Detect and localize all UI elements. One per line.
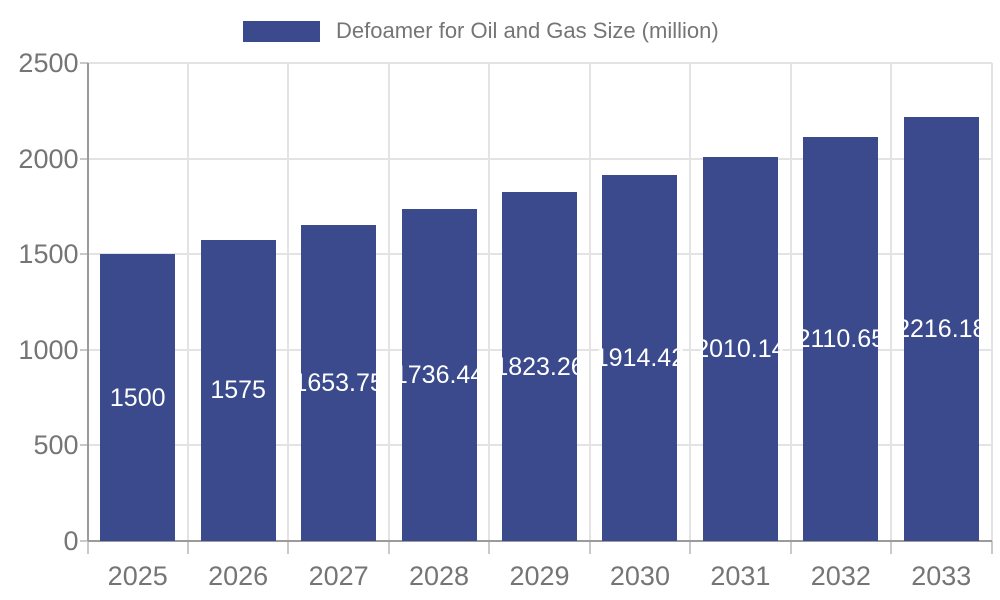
y-axis-label: 0 [63,526,79,556]
bar-value-label: 2010.14 [695,334,786,363]
legend-swatch [243,20,320,42]
x-axis-tick [186,541,189,554]
x-axis-tick [588,541,591,554]
x-axis-tick [789,541,792,554]
x-axis-label: 2027 [308,561,369,591]
y-axis-label: 2000 [18,143,79,174]
x-axis-tick [387,541,390,554]
gridline-vertical [990,63,993,541]
gridline-vertical [186,63,189,541]
x-axis-label: 2029 [509,561,570,591]
gridline-horizontal [87,157,992,160]
bar [301,224,377,541]
x-axis-label: 2031 [710,561,771,591]
x-axis-tick [890,541,893,554]
x-axis-label: 2030 [609,561,670,591]
y-axis-label: 1500 [18,239,79,270]
y-axis-tick [79,62,88,64]
bar [903,117,979,541]
x-axis-tick [488,541,491,554]
bar [100,254,176,541]
gridline-vertical [387,63,390,541]
bar [502,192,577,541]
bar-value-label: 1653.75 [293,368,384,397]
bar-value-label: 2110.65 [796,325,886,354]
x-axis-line [87,540,992,542]
bar-value-label: 1575 [210,376,266,405]
x-axis-label: 2025 [107,561,168,591]
bar [401,208,477,541]
bar [602,174,678,541]
legend-item[interactable]: Defoamer for Oil and Gas Size (million) [243,17,719,45]
gridline-vertical [488,63,491,541]
bar-value-label: 2216.18 [896,315,987,344]
bar [702,156,778,541]
y-axis-line [86,63,89,541]
y-axis-label: 500 [33,430,79,461]
x-axis-label: 2026 [208,561,269,591]
gridline-vertical [789,63,792,541]
bar [803,137,879,541]
y-axis-tick [79,444,88,447]
bar-value-label: 1500 [109,383,166,412]
x-axis-tick [990,541,993,554]
y-axis-tick [79,253,88,256]
x-axis-tick [287,541,290,554]
gridline-vertical [588,63,591,541]
x-axis-tick [86,541,89,554]
bar-value-label: 1823.26 [494,352,585,381]
x-axis-label: 2028 [409,561,470,591]
gridline-vertical [689,63,692,541]
y-axis-tick [79,348,88,351]
bar [200,239,276,541]
y-axis-tick [79,540,88,542]
legend-label: Defoamer for Oil and Gas Size (million) [336,18,719,43]
bar-value-label: 1736.44 [393,360,485,389]
x-axis-label: 2032 [810,561,871,591]
bar-value-label: 1914.42 [594,343,686,372]
x-axis-tick [689,541,692,554]
y-axis-tick [79,157,88,160]
y-axis-label: 2500 [18,48,79,78]
gridline-vertical [890,63,893,541]
y-axis-label: 1000 [18,334,79,365]
gridline-horizontal [87,62,992,64]
x-axis-label: 2033 [911,561,972,591]
gridline-vertical [287,63,290,541]
